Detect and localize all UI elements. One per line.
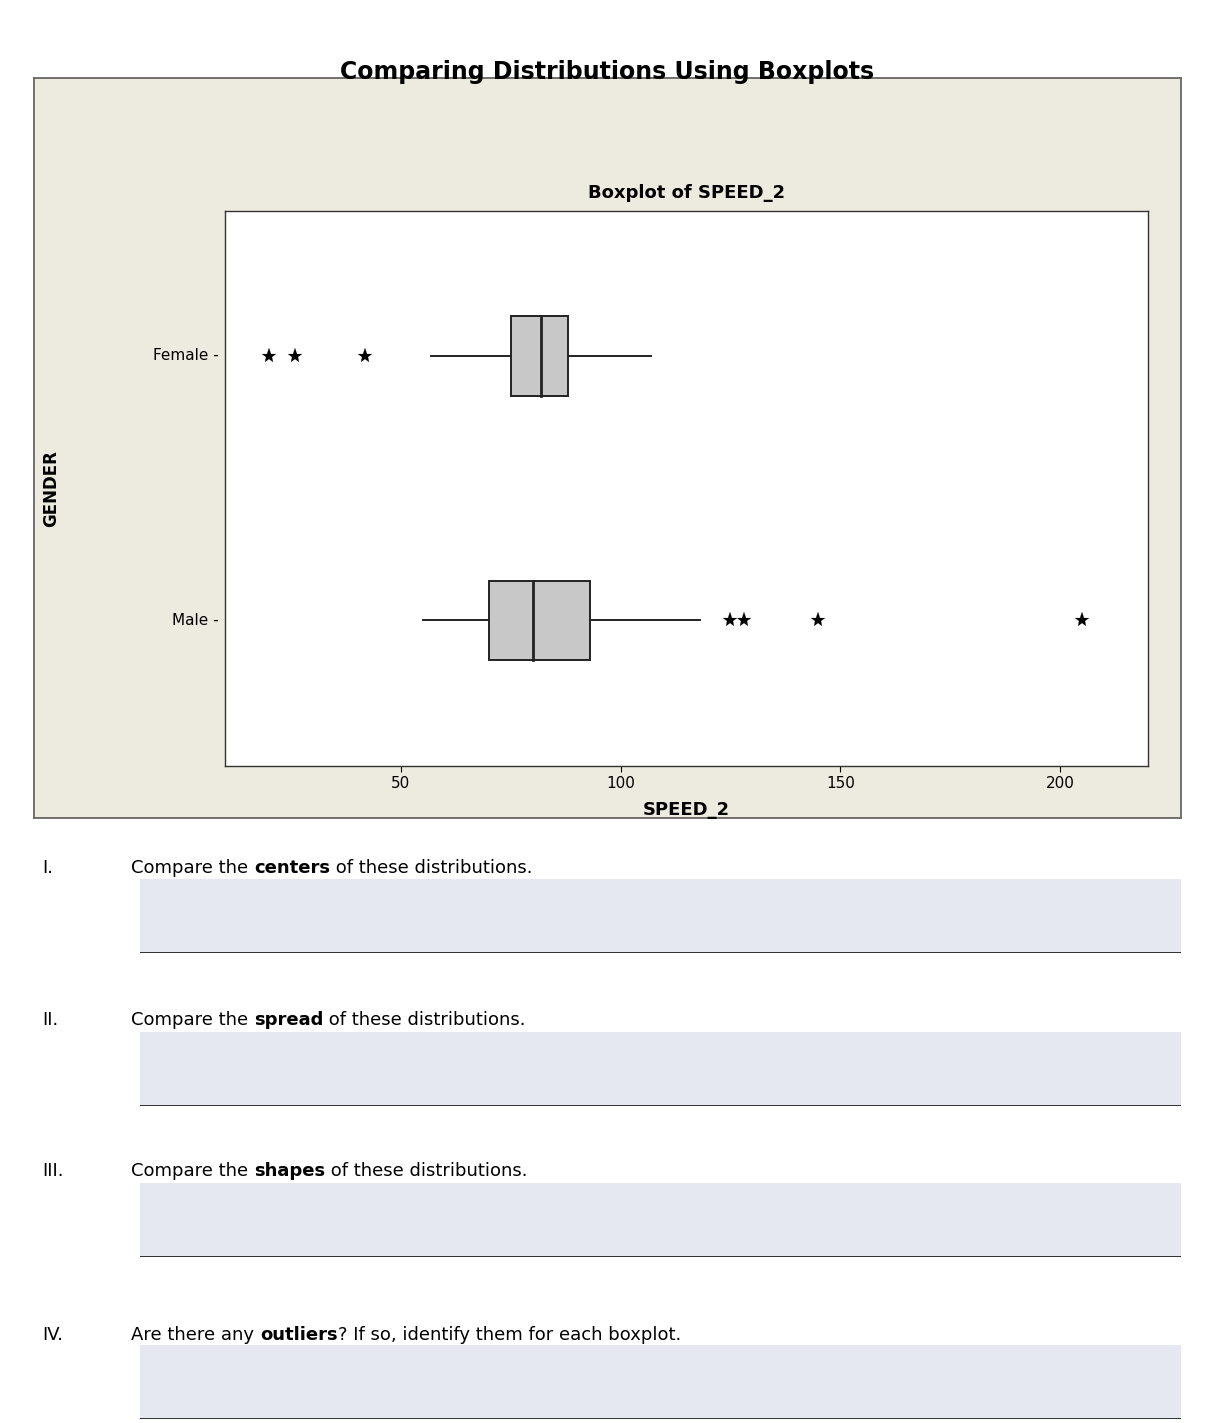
Text: Comparing Distributions Using Boxplots: Comparing Distributions Using Boxplots (340, 60, 875, 84)
Text: IV.: IV. (43, 1326, 63, 1343)
Text: II.: II. (43, 1012, 58, 1029)
Text: Compare the: Compare the (131, 1163, 254, 1180)
Bar (488, 581, 589, 660)
X-axis label: SPEED_2: SPEED_2 (643, 801, 730, 818)
Bar (510, 316, 567, 396)
Text: I.: I. (43, 859, 53, 877)
Text: of these distributions.: of these distributions. (323, 1012, 526, 1029)
Text: Compare the: Compare the (131, 859, 254, 877)
Text: shapes: shapes (254, 1163, 326, 1180)
Text: III.: III. (43, 1163, 64, 1180)
Text: Compare the: Compare the (131, 1012, 254, 1029)
Text: ? If so, identify them for each boxplot.: ? If so, identify them for each boxplot. (338, 1326, 680, 1343)
Text: Female -: Female - (153, 349, 219, 363)
Text: of these distributions.: of these distributions. (330, 859, 532, 877)
Text: outliers: outliers (260, 1326, 338, 1343)
Text: Male -: Male - (173, 613, 219, 628)
Title: Boxplot of SPEED_2: Boxplot of SPEED_2 (588, 184, 785, 202)
Text: spread: spread (254, 1012, 323, 1029)
Text: of these distributions.: of these distributions. (326, 1163, 527, 1180)
Text: Are there any: Are there any (131, 1326, 260, 1343)
Text: centers: centers (254, 859, 330, 877)
Text: GENDER: GENDER (43, 450, 60, 527)
